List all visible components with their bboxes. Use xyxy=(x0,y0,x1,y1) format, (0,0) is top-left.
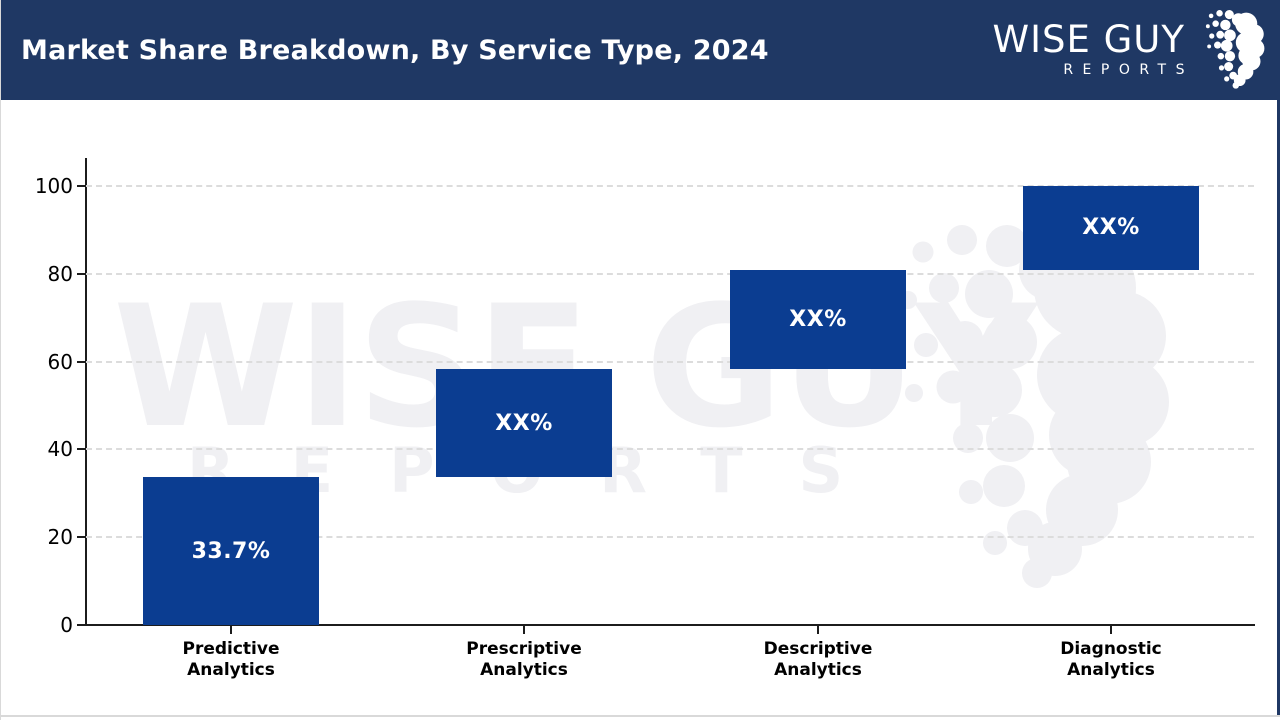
brand-logo-text: WISE GUY REPORTS xyxy=(993,21,1185,79)
y-tick-100 xyxy=(77,185,85,187)
y-tick-label-0: 0 xyxy=(60,613,73,637)
y-tick-label-100: 100 xyxy=(34,174,73,198)
bar-value-label: 33.7% xyxy=(191,538,271,564)
x-label-line1: Prescriptive xyxy=(466,639,582,659)
gridline-80 xyxy=(86,272,1254,275)
brand-logo: WISE GUY REPORTS xyxy=(993,0,1267,100)
y-tick-20 xyxy=(77,536,85,539)
bottom-edge-border xyxy=(1,715,1280,717)
x-tick-2 xyxy=(817,626,819,634)
right-edge-accent xyxy=(1277,100,1280,716)
y-tick-label-20: 20 xyxy=(47,525,73,550)
x-axis-line xyxy=(85,624,1255,626)
x-category-label: Descriptive Analytics xyxy=(708,639,928,681)
gridline-40 xyxy=(86,448,1254,451)
header-bar: Market Share Breakdown, By Service Type,… xyxy=(1,0,1280,100)
y-tick-label-40: 40 xyxy=(47,437,73,462)
x-tick-1 xyxy=(523,626,525,634)
gridline-60 xyxy=(86,360,1254,363)
y-tick-label-80: 80 xyxy=(47,261,73,286)
y-axis-line xyxy=(85,158,87,626)
y-tick-80 xyxy=(77,272,85,275)
y-tick-40 xyxy=(77,448,85,451)
bar-value-label: XX% xyxy=(1082,215,1140,241)
y-tick-label-60: 60 xyxy=(47,349,73,374)
bar-diagnostic-analytics: XX% xyxy=(1023,186,1199,270)
brand-name: WISE GUY xyxy=(992,18,1185,61)
brand-head-icon xyxy=(1189,3,1267,95)
bar-prescriptive-analytics: XX% xyxy=(436,369,612,478)
x-label-line2: Analytics xyxy=(187,660,275,680)
gridline-100 xyxy=(86,185,1254,187)
x-category-label: Diagnostic Analytics xyxy=(1001,639,1221,681)
brand-subtitle: REPORTS xyxy=(1063,62,1194,78)
bar-predictive-analytics: 33.7% xyxy=(143,477,319,625)
y-tick-60 xyxy=(77,360,85,363)
bar-descriptive-analytics: XX% xyxy=(730,269,906,370)
x-tick-3 xyxy=(1110,626,1112,634)
x-label-line2: Analytics xyxy=(480,660,568,680)
chart-title: Market Share Breakdown, By Service Type,… xyxy=(21,34,769,66)
bar-value-label: XX% xyxy=(789,306,847,332)
x-label-line2: Analytics xyxy=(774,660,862,680)
x-label-line1: Descriptive xyxy=(763,639,873,659)
x-category-label: Predictive Analytics xyxy=(121,639,341,681)
x-label-line1: Diagnostic xyxy=(1060,639,1162,659)
bar-value-label: XX% xyxy=(495,410,553,436)
x-label-line1: Predictive xyxy=(182,639,280,659)
y-tick-0 xyxy=(77,624,85,626)
x-tick-0 xyxy=(230,626,232,634)
gridline-20 xyxy=(86,536,1254,539)
x-category-label: Prescriptive Analytics xyxy=(414,639,634,681)
x-label-line2: Analytics xyxy=(1067,660,1155,680)
